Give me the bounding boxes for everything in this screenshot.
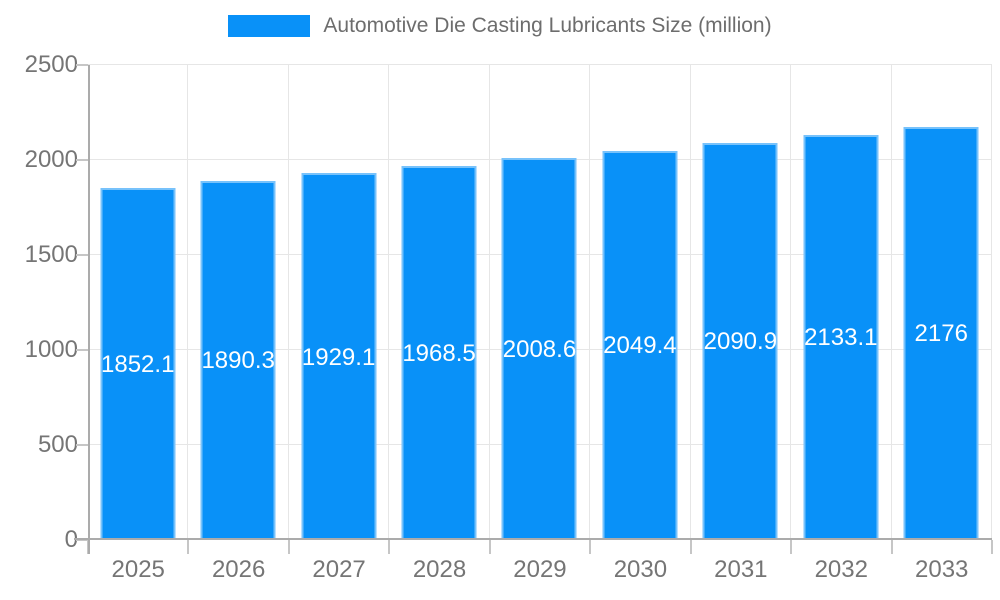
x-axis-tick-label: 2027: [312, 556, 366, 583]
bar-category-cell: 1890.3: [188, 65, 289, 540]
bar-category-cell: 2176: [892, 65, 992, 540]
bars-container: 1852.1 1890.3 1929.1 1968.5 2008.6 2049.4 2090…: [88, 65, 992, 540]
x-axis-tick: [790, 540, 793, 554]
bar-2030: 2049.4: [602, 150, 678, 540]
y-axis-tick: [76, 159, 88, 161]
y-axis-tick-label: 500: [37, 431, 78, 458]
x-axis-tick: [991, 540, 993, 554]
x-axis-tick-label: 2030: [613, 556, 668, 583]
bar-value-label: 2090.9: [703, 328, 778, 356]
bar-value-label: 1890.3: [201, 347, 275, 375]
bar-2033: 2176: [903, 126, 979, 540]
bar-2031: 2090.9: [702, 142, 778, 540]
x-axis-tick: [187, 540, 190, 554]
x-axis-tick-label: 2033: [915, 556, 969, 583]
gridline-horizontal: [88, 64, 992, 65]
bar-value-label: 2176: [914, 320, 968, 348]
bar-value-label: 1968.5: [402, 340, 476, 367]
bar-2027: 1929.1: [301, 173, 377, 540]
y-axis-tick: [76, 349, 88, 351]
bar-value-label: 2133.1: [804, 324, 878, 352]
x-axis-tick-label: 2032: [814, 556, 868, 583]
y-axis-labels: 0 500 1000 1500 2000 2500: [0, 53, 78, 552]
x-axis-tick: [890, 540, 893, 554]
bar-2032: 2133.1: [803, 134, 879, 540]
y-axis-tick-label: 1500: [24, 241, 78, 268]
y-axis-tick: [76, 539, 88, 541]
bar-category-cell: 2090.9: [691, 65, 792, 540]
bar-category-cell: 1929.1: [289, 65, 390, 540]
bar-2028: 1968.5: [401, 166, 477, 540]
bar-category-cell: 2133.1: [791, 65, 892, 540]
y-axis-tick-label: 2500: [24, 51, 78, 78]
x-axis-tick: [589, 540, 592, 554]
y-axis-tick-label: 0: [64, 526, 78, 553]
bar-category-cell: 2008.6: [490, 65, 591, 540]
x-axis-line: [74, 538, 992, 540]
bar-category-cell: 2049.4: [590, 65, 691, 540]
x-axis-labels: 2025 2026 2027 2028 2029 2030 2031 2032 2033: [88, 556, 992, 584]
y-axis-line: [88, 65, 90, 554]
x-axis-tick-label: 2031: [714, 556, 768, 583]
x-axis-tick: [689, 540, 692, 554]
x-axis-tick: [488, 540, 491, 554]
y-axis-tick: [76, 444, 88, 446]
bar-value-label: 1852.1: [101, 351, 175, 379]
bar-2029: 2008.6: [501, 158, 577, 540]
bar-value-label: 2049.4: [603, 332, 677, 360]
legend[interactable]: Automotive Die Casting Lubricants Size (…: [0, 14, 1000, 38]
y-axis-tick: [76, 64, 88, 66]
bar-category-cell: 1968.5: [389, 65, 490, 540]
bar-category-cell: 1852.1: [88, 65, 189, 540]
y-axis-tick-label: 2000: [24, 146, 78, 173]
plot-area: 1852.1 1890.3 1929.1 1968.5 2008.6 2049.4 2090…: [74, 64, 993, 554]
y-axis-tick-label: 1000: [24, 336, 78, 363]
x-axis-tick-label: 2025: [111, 556, 165, 583]
x-axis-tick: [388, 540, 391, 554]
x-axis-tick: [287, 540, 290, 554]
legend-swatch[interactable]: [228, 15, 311, 37]
y-axis-tick: [76, 254, 88, 256]
bar-2025: 1852.1: [100, 188, 176, 540]
bar-value-label: 2008.6: [502, 336, 577, 364]
x-axis-tick-label: 2028: [412, 556, 467, 583]
bar-2026: 1890.3: [200, 180, 276, 540]
x-axis-tick-label: 2026: [211, 556, 266, 583]
x-axis-tick-label: 2029: [513, 556, 567, 583]
legend-label[interactable]: Automotive Die Casting Lubricants Size (…: [323, 14, 772, 37]
bar-value-label: 1929.1: [301, 343, 376, 371]
